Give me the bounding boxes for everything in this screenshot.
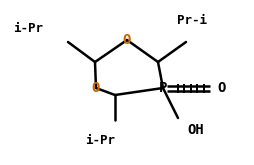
Text: O: O [91,81,100,95]
Text: OH: OH [187,123,203,137]
Text: O: O [217,81,225,95]
Text: i-Pr: i-Pr [85,133,115,147]
Text: O: O [122,33,131,47]
Text: Pr-i: Pr-i [176,14,206,27]
Text: i-Pr: i-Pr [13,21,43,34]
Text: P: P [158,81,167,95]
